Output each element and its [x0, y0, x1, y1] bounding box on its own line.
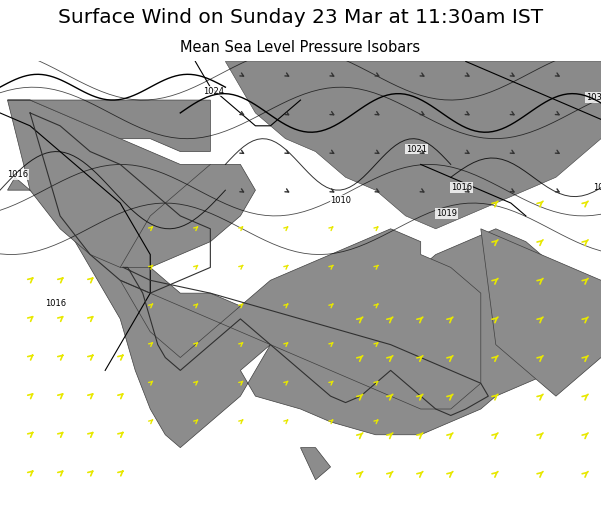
Text: 1021: 1021: [406, 144, 427, 154]
Polygon shape: [8, 100, 225, 267]
Text: 1016: 1016: [45, 299, 66, 308]
Text: Mean Sea Level Pressure Isobars: Mean Sea Level Pressure Isobars: [180, 40, 421, 55]
Polygon shape: [120, 229, 481, 409]
Text: Surface Wind on Sunday 23 Mar at 11:30am IST: Surface Wind on Sunday 23 Mar at 11:30am…: [58, 8, 543, 27]
Polygon shape: [120, 164, 255, 267]
Text: 1032: 1032: [586, 93, 601, 102]
Text: 1010: 1010: [331, 196, 352, 205]
Polygon shape: [481, 229, 601, 396]
Polygon shape: [8, 100, 210, 152]
Polygon shape: [8, 177, 601, 447]
Text: 1019: 1019: [436, 209, 457, 218]
Text: 1016: 1016: [8, 170, 29, 179]
Text: 1016: 1016: [451, 183, 472, 192]
Text: 1032: 1032: [593, 183, 601, 192]
Polygon shape: [300, 447, 331, 480]
Polygon shape: [225, 61, 601, 229]
Text: 1024: 1024: [203, 87, 224, 96]
